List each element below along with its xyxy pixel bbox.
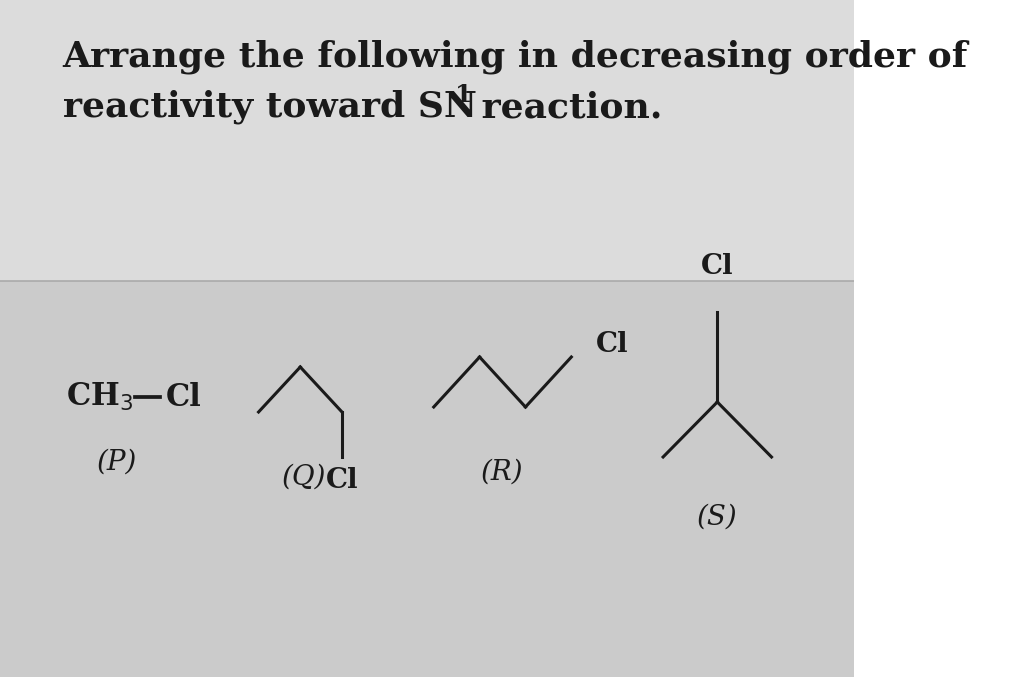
Text: (S): (S) xyxy=(697,504,737,531)
Text: Arrange the following in decreasing order of: Arrange the following in decreasing orde… xyxy=(62,40,968,74)
Text: Cl: Cl xyxy=(701,253,733,280)
Text: Cl: Cl xyxy=(596,332,629,359)
Text: 1: 1 xyxy=(456,83,473,107)
Text: (Q): (Q) xyxy=(283,464,327,491)
Bar xyxy=(0,281,854,677)
Bar xyxy=(0,0,854,281)
Text: (R): (R) xyxy=(481,458,524,485)
Text: Cl: Cl xyxy=(166,382,202,412)
Text: reactivity toward SN: reactivity toward SN xyxy=(62,90,476,125)
Text: (P): (P) xyxy=(96,448,137,475)
Text: reaction.: reaction. xyxy=(469,90,663,124)
Text: CH$_3$: CH$_3$ xyxy=(67,381,134,413)
Text: Cl: Cl xyxy=(326,466,358,494)
